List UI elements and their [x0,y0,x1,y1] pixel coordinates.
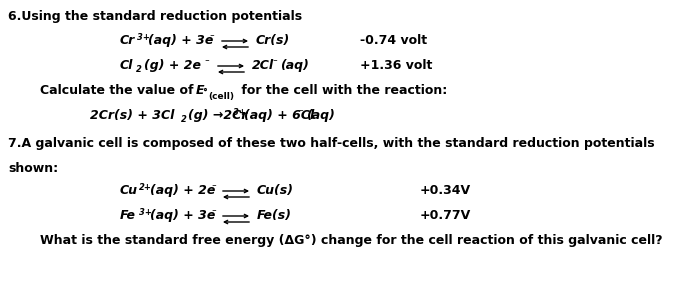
Text: 2Cl: 2Cl [252,59,274,72]
Text: Cl: Cl [120,59,133,72]
Text: Cr(s): Cr(s) [256,34,290,47]
Text: Calculate the value of: Calculate the value of [40,84,198,97]
Text: 6.Using the standard reduction potentials: 6.Using the standard reduction potential… [8,10,302,23]
Text: for the cell with the reaction:: for the cell with the reaction: [237,84,447,97]
Text: °: ° [202,88,207,98]
Text: (g) + 2e: (g) + 2e [144,59,201,72]
Text: E: E [196,84,205,97]
Text: +0.34V: +0.34V [420,184,471,197]
Text: shown:: shown: [8,162,58,175]
Text: What is the standard free energy (ΔG°) change for the cell reaction of this galv: What is the standard free energy (ΔG°) c… [40,234,663,247]
Text: 2Cr(s) + 3Cl: 2Cr(s) + 3Cl [90,109,174,122]
Text: 2: 2 [136,65,142,74]
Text: Cr: Cr [120,34,135,47]
Text: (g) →2Cr: (g) →2Cr [188,109,248,122]
Text: ⁻: ⁻ [211,208,215,217]
Text: 2: 2 [181,115,187,124]
Text: 2+: 2+ [139,183,152,192]
Text: Cu(s): Cu(s) [257,184,294,197]
Text: ⁻: ⁻ [272,58,277,67]
Text: ⁻: ⁻ [204,58,209,67]
Text: Cu: Cu [120,184,138,197]
Text: ⁻: ⁻ [211,183,215,192]
Text: Fe: Fe [120,209,136,222]
Text: +1.36 volt: +1.36 volt [360,59,432,72]
Text: 3+: 3+ [233,108,246,117]
Text: (aq) + 3e: (aq) + 3e [148,34,213,47]
Text: (aq): (aq) [306,109,335,122]
Text: (aq) + 3e: (aq) + 3e [150,209,215,222]
Text: ⁻: ⁻ [298,108,303,117]
Text: 7.A galvanic cell is composed of these two half-cells, with the standard reducti: 7.A galvanic cell is composed of these t… [8,137,655,150]
Text: Fe(s): Fe(s) [257,209,292,222]
Text: (aq): (aq) [280,59,309,72]
Text: (cell): (cell) [208,92,234,101]
Text: 3+: 3+ [139,208,152,217]
Text: +0.77V: +0.77V [420,209,471,222]
Text: -0.74 volt: -0.74 volt [360,34,427,47]
Text: (aq) + 6Cl: (aq) + 6Cl [244,109,314,122]
Text: 3+: 3+ [137,33,150,42]
Text: ⁻: ⁻ [209,33,213,42]
Text: (aq) + 2e: (aq) + 2e [150,184,215,197]
